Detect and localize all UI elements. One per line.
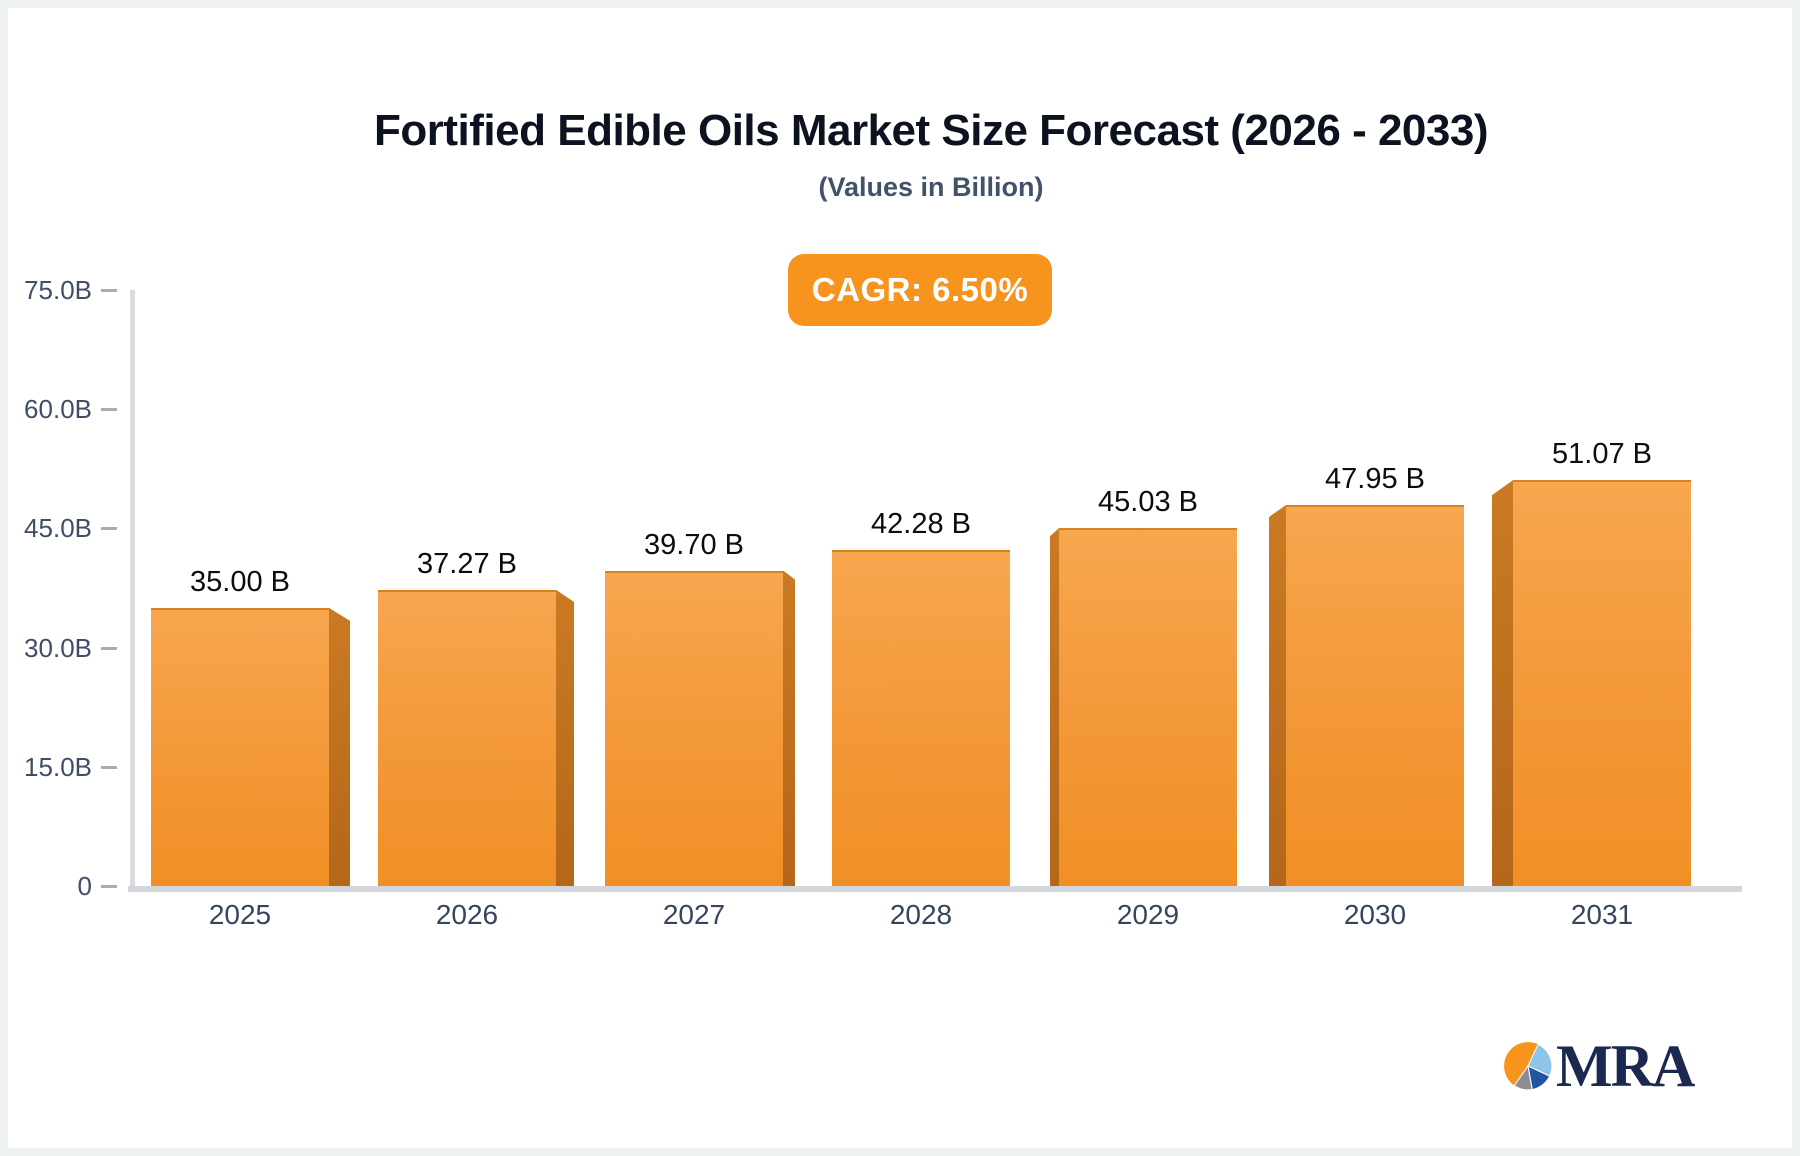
bar	[151, 607, 350, 886]
bar-3d-side	[1269, 504, 1286, 886]
bar	[1269, 504, 1464, 886]
x-axis-label: 2030	[1343, 899, 1407, 930]
x-axis-label: 2025	[208, 899, 272, 930]
y-axis-tick-label: 75.0B	[24, 275, 92, 305]
x-axis-label: 2026	[435, 899, 499, 930]
bar-value-label: 35.00 B	[190, 565, 290, 598]
bar-value-label: 45.03 B	[1098, 486, 1198, 519]
bar-value-label: 51.07 B	[1552, 438, 1652, 471]
y-axis-tick-label: 45.0B	[24, 513, 92, 544]
cagr-badge-label: CAGR: 6.50%	[811, 271, 1029, 308]
bar-face	[1059, 528, 1237, 886]
bar	[1492, 480, 1691, 886]
bar-value-label: 39.70 B	[644, 528, 744, 561]
y-axis-tick-label: 0	[77, 871, 92, 901]
bar-3d-side	[783, 570, 795, 886]
bar-3d-side	[1050, 528, 1059, 886]
y-axis-tick-label: 60.0B	[24, 394, 92, 425]
bar-value-label: 37.27 B	[417, 547, 517, 580]
bar	[605, 570, 795, 886]
x-axis-line	[128, 886, 1742, 892]
brand-logo: MRA	[1503, 1033, 1695, 1099]
bar	[378, 589, 574, 886]
y-axis-line	[130, 290, 135, 892]
bar-3d-side	[1492, 480, 1513, 886]
x-axis-label: 2031	[1570, 899, 1634, 930]
chart-subtitle: (Values in Billion)	[818, 172, 1044, 202]
bar	[832, 550, 1010, 886]
bar-face	[378, 589, 556, 886]
y-axis-tick-label: 15.0B	[24, 751, 92, 782]
y-axis-tick	[101, 646, 117, 650]
bar-face	[832, 550, 1010, 886]
y-axis-tick	[101, 408, 117, 412]
bar-3d-side	[329, 607, 350, 886]
brand-logo-text: MRA	[1556, 1033, 1695, 1099]
bar-face	[1286, 504, 1464, 886]
y-axis-tick	[101, 765, 117, 769]
x-axis-label: 2029	[1116, 899, 1180, 930]
pie-chart-logo-icon	[1504, 1042, 1553, 1091]
chart-title: Fortified Edible Oils Market Size Foreca…	[374, 106, 1488, 155]
bar-value-label: 42.28 B	[871, 508, 971, 540]
bar-face	[605, 570, 783, 886]
x-axis-label: 2027	[662, 899, 726, 930]
y-axis-tick	[101, 289, 117, 292]
bar-3d-side	[556, 589, 574, 886]
y-axis-tick	[101, 885, 117, 888]
y-axis-tick-label: 30.0B	[24, 632, 92, 663]
bar-face	[151, 607, 329, 886]
bar-face	[1513, 480, 1691, 886]
x-axis-label: 2028	[889, 899, 953, 930]
bar	[1050, 528, 1237, 886]
y-axis-tick	[101, 527, 117, 531]
cagr-badge: CAGR: 6.50%	[788, 254, 1052, 326]
bar-value-label: 47.95 B	[1325, 462, 1425, 495]
